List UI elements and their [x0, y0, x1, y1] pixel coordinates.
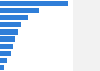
Bar — [0, 65, 4, 70]
Bar — [0, 29, 18, 35]
Bar — [0, 51, 11, 56]
Bar — [0, 1, 68, 6]
Bar — [0, 44, 13, 49]
Bar — [0, 15, 28, 20]
Bar — [0, 58, 7, 63]
Bar — [0, 8, 38, 13]
Bar — [0, 36, 15, 42]
Bar — [0, 22, 21, 27]
